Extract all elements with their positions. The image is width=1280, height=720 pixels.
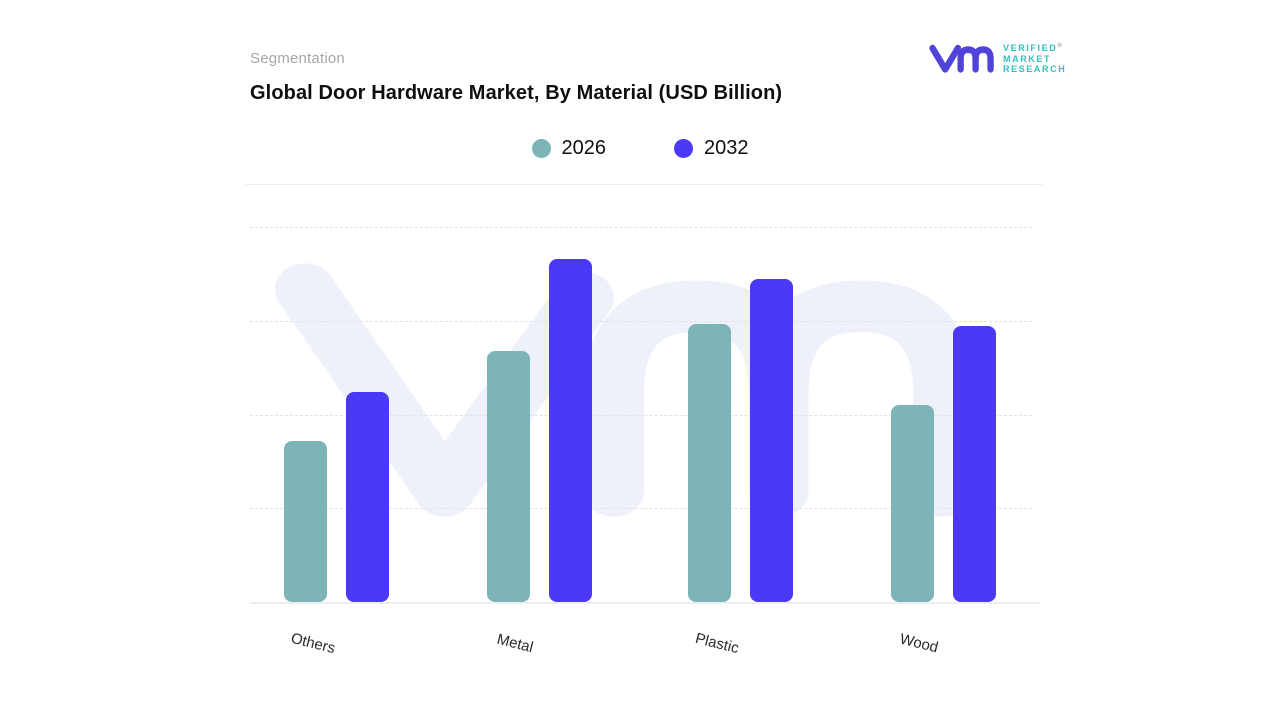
x-tick-label-others: Others: [288, 629, 337, 658]
bar-2032-metal: [548, 259, 592, 602]
x-tick-label-wood: Wood: [898, 630, 940, 657]
registered-trademark: ®: [1057, 43, 1062, 50]
legend-item-2026: 2026: [531, 136, 607, 160]
bar-2032-plastic: [750, 279, 793, 602]
plot-area: [250, 227, 1040, 604]
vmr-logo-mark-icon: [929, 44, 994, 73]
legend-dot-2026: [531, 138, 551, 158]
logo-line-market: MARKET: [1003, 53, 1052, 64]
vmr-logo: VERIFIED® MARKET RESEARCH: [928, 40, 1066, 76]
bar-group-metal: [486, 227, 592, 602]
x-tick-label-plastic: Plastic: [693, 629, 740, 658]
bar-group-plastic: [688, 227, 793, 602]
logo-line-research: RESEARCH: [1003, 64, 1067, 75]
vmr-logo-text: VERIFIED® MARKET RESEARCH: [1003, 41, 1066, 75]
bar-2026-wood: [890, 405, 934, 602]
logo-line-verified: VERIFIED®: [1003, 43, 1062, 54]
legend-dot-2032: [674, 138, 693, 158]
chart-title: Global Door Hardware Market, By Material…: [250, 82, 783, 104]
bar-2026-others: [284, 441, 327, 602]
x-tick-label-metal: Metal: [495, 630, 535, 657]
bar-2032-wood: [952, 326, 996, 602]
header-divider: [246, 184, 1042, 185]
segmentation-label: Segmentation: [250, 50, 345, 67]
x-axis-line: [250, 602, 1040, 604]
gridline: [250, 227, 1032, 228]
bar-group-others: [284, 227, 389, 602]
gridline: [250, 414, 1032, 416]
gridline: [250, 320, 1032, 322]
legend-label: 2026: [561, 136, 607, 159]
legend-item-2032: 2032: [674, 137, 749, 160]
bar-2026-metal: [486, 351, 530, 602]
bar-2032-others: [346, 392, 389, 602]
bar-2026-plastic: [688, 324, 731, 602]
x-axis-labels: Others Metal Plastic Wood: [250, 630, 1030, 675]
legend-label: 2032: [704, 136, 749, 159]
gridline: [250, 508, 1032, 510]
bar-group-wood: [890, 227, 996, 602]
chart-legend: 2026 2032: [250, 134, 1030, 162]
